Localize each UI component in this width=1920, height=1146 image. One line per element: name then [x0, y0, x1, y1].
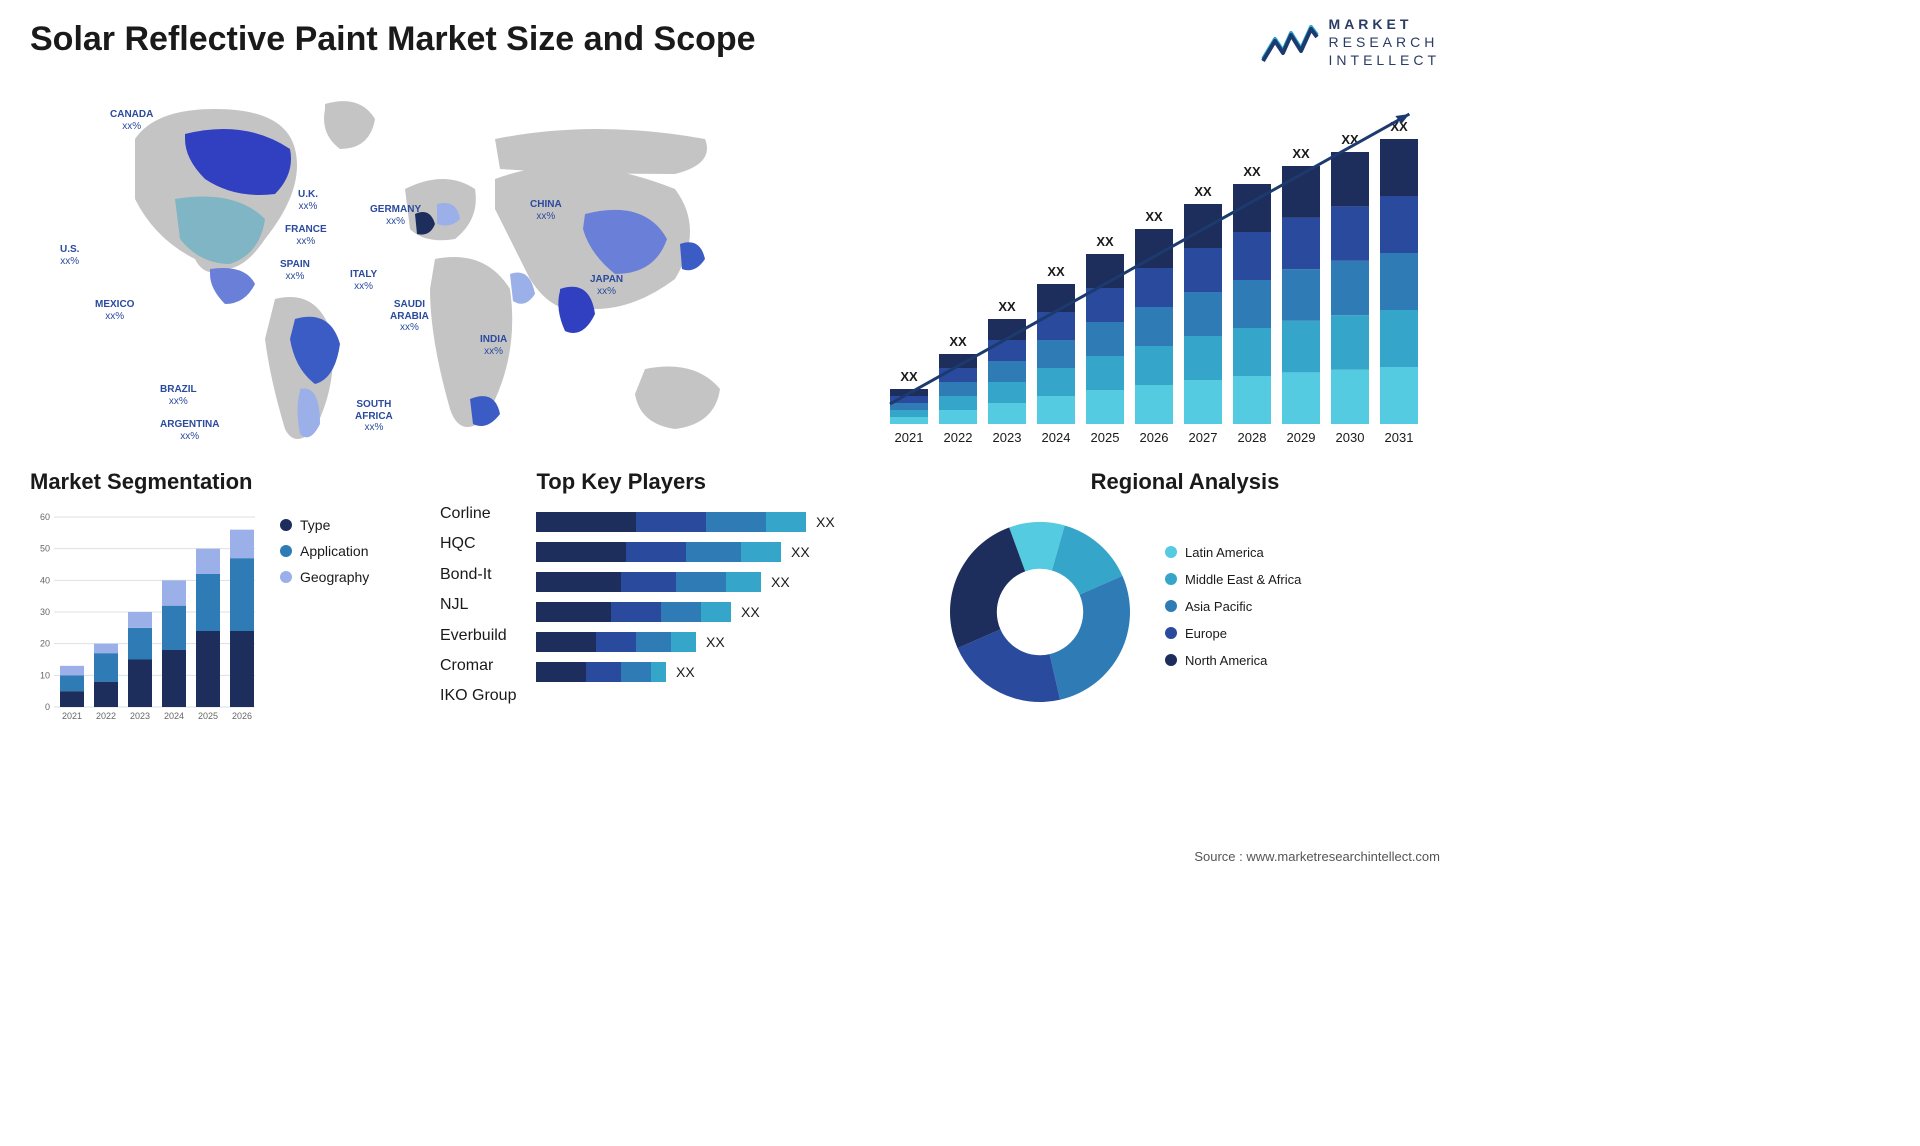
svg-text:XX: XX [741, 604, 760, 620]
svg-text:2028: 2028 [1238, 430, 1267, 445]
key-players-chart-svg: XXXXXXXXXXXX [536, 507, 846, 707]
svg-text:2021: 2021 [62, 711, 82, 721]
segmentation-chart-svg: 0 10 20 30 40 50 60 2021 2022 2023 2024 2025 2026 [30, 507, 260, 727]
svg-text:2024: 2024 [164, 711, 184, 721]
key-players-title: Top Key Players [536, 469, 900, 495]
segmentation-title: Market Segmentation [30, 469, 410, 495]
map-southafrica [470, 396, 500, 426]
map-label: SAUDIARABIAxx% [390, 299, 429, 334]
company-name: NJL [440, 590, 516, 620]
legend-item: Asia Pacific [1165, 599, 1301, 614]
svg-text:50: 50 [40, 544, 50, 554]
legend-item: Europe [1165, 626, 1301, 641]
segmentation-legend: Type Application Geography [280, 517, 369, 727]
svg-text:10: 10 [40, 670, 50, 680]
growth-chart-panel: XX 2021 XX 2022 XX 2023 XX 2024 XX 2025 XX 2026 XX 20… [880, 79, 1440, 459]
svg-text:2030: 2030 [1336, 430, 1365, 445]
company-name: Bond-It [440, 560, 516, 590]
map-label: MEXICOxx% [95, 299, 134, 322]
svg-text:2026: 2026 [232, 711, 252, 721]
svg-text:XX: XX [1194, 184, 1212, 199]
brand-logo: MARKET RESEARCH INTELLECT [1261, 15, 1440, 70]
legend-item: Geography [280, 569, 369, 585]
growth-chart-svg: XX 2021 XX 2022 XX 2023 XX 2024 XX 2025 XX 2026 XX 20… [880, 79, 1440, 459]
regional-title: Regional Analysis [930, 469, 1440, 495]
legend-item: Middle East & Africa [1165, 572, 1301, 587]
svg-text:2024: 2024 [1042, 430, 1071, 445]
svg-text:XX: XX [1243, 164, 1261, 179]
brand-logo-icon [1261, 21, 1319, 63]
svg-text:XX: XX [771, 574, 790, 590]
svg-text:XX: XX [1292, 146, 1310, 161]
map-label: BRAZILxx% [160, 384, 197, 407]
company-name: HQC [440, 529, 516, 559]
regional-panel: Regional Analysis Latin America Middle Ea… [930, 469, 1440, 727]
svg-text:2031: 2031 [1385, 430, 1414, 445]
svg-text:XX: XX [1145, 209, 1163, 224]
map-label: SPAINxx% [280, 259, 310, 282]
svg-text:2029: 2029 [1287, 430, 1316, 445]
svg-text:2023: 2023 [993, 430, 1022, 445]
svg-text:2025: 2025 [1091, 430, 1120, 445]
map-mexico [210, 268, 255, 304]
map-japan [680, 242, 705, 270]
map-label: FRANCExx% [285, 224, 327, 247]
company-name: Everbuild [440, 621, 516, 651]
svg-text:40: 40 [40, 575, 50, 585]
svg-text:XX: XX [1047, 264, 1065, 279]
page-title: Solar Reflective Paint Market Size and S… [30, 20, 1440, 59]
svg-text:20: 20 [40, 639, 50, 649]
svg-text:2023: 2023 [130, 711, 150, 721]
svg-text:2025: 2025 [198, 711, 218, 721]
svg-text:XX: XX [949, 334, 967, 349]
map-label: INDIAxx% [480, 334, 507, 357]
svg-text:60: 60 [40, 512, 50, 522]
map-label: SOUTHAFRICAxx% [355, 399, 393, 434]
svg-text:XX: XX [998, 299, 1016, 314]
svg-text:XX: XX [676, 664, 695, 680]
svg-text:0: 0 [45, 702, 50, 712]
legend-item: Latin America [1165, 545, 1301, 560]
svg-text:30: 30 [40, 607, 50, 617]
legend-item: Type [280, 517, 369, 533]
map-label: CHINAxx% [530, 199, 562, 222]
world-map-svg [30, 79, 840, 459]
map-label: U.S.xx% [60, 244, 79, 267]
svg-text:2027: 2027 [1189, 430, 1218, 445]
company-name: Corline [440, 499, 516, 529]
svg-text:XX: XX [1096, 234, 1114, 249]
svg-text:2022: 2022 [96, 711, 116, 721]
svg-text:XX: XX [706, 634, 725, 650]
map-label: ARGENTINAxx% [160, 419, 219, 442]
company-name: IKO Group [440, 681, 516, 711]
legend-item: Application [280, 543, 369, 559]
svg-text:2026: 2026 [1140, 430, 1169, 445]
svg-text:XX: XX [900, 369, 918, 384]
key-players-list: CorlineHQCBond-ItNJLEverbuildCromarIKO G… [440, 469, 516, 727]
company-name: Cromar [440, 651, 516, 681]
map-label: CANADAxx% [110, 109, 153, 132]
legend-item: North America [1165, 653, 1301, 668]
map-label: ITALYxx% [350, 269, 377, 292]
source-attribution: Source : www.marketresearchintellect.com [1194, 849, 1440, 864]
svg-text:XX: XX [816, 514, 835, 530]
regional-legend: Latin America Middle East & Africa Asia Pa… [1165, 545, 1301, 680]
map-label: GERMANYxx% [370, 204, 421, 227]
map-label: U.K.xx% [298, 189, 318, 212]
map-label: JAPANxx% [590, 274, 623, 297]
segmentation-panel: Market Segmentation 0 10 20 30 40 50 60 2021 202… [30, 469, 410, 727]
svg-text:2021: 2021 [895, 430, 924, 445]
svg-text:2022: 2022 [944, 430, 973, 445]
world-map-panel: CANADAxx% U.S.xx% MEXICOxx% BRAZILxx% ARGENT… [30, 79, 840, 459]
brand-logo-text: MARKET RESEARCH INTELLECT [1329, 15, 1440, 70]
regional-donut-svg [930, 507, 1150, 717]
svg-text:XX: XX [791, 544, 810, 560]
key-players-panel: CorlineHQCBond-ItNJLEverbuildCromarIKO G… [440, 469, 900, 727]
